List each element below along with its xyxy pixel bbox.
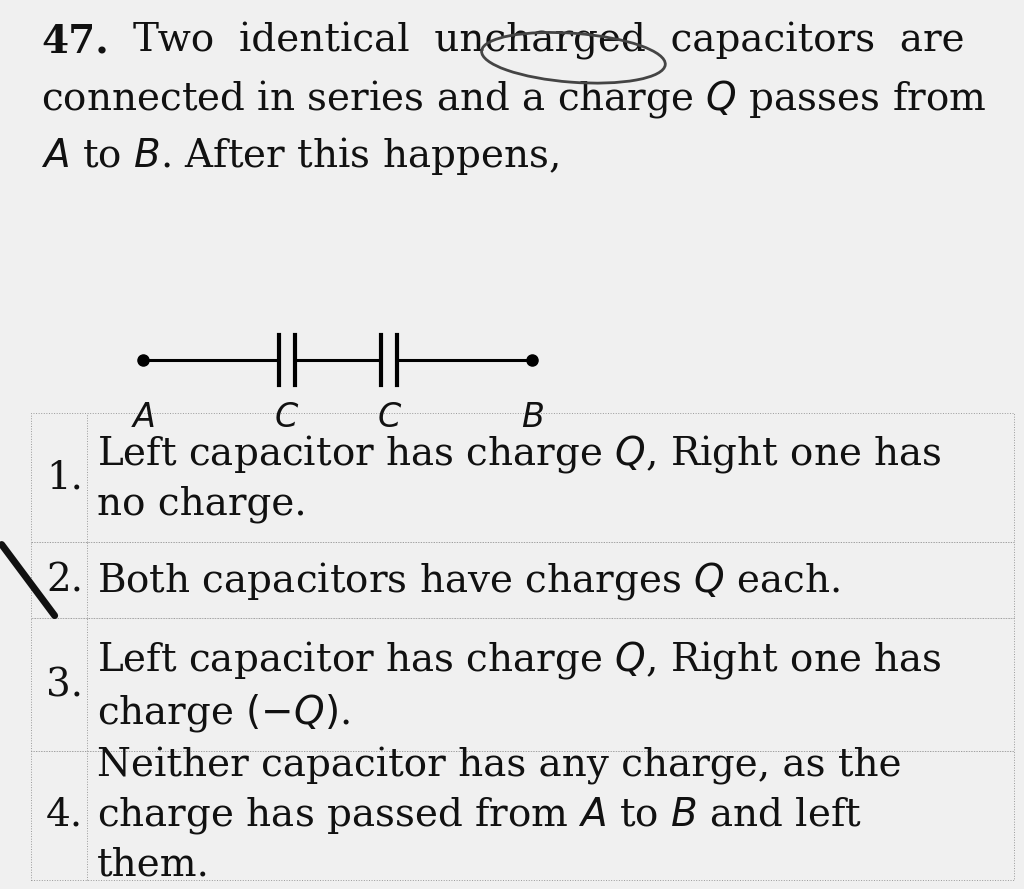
Text: Left capacitor has charge $Q$, Right one has
charge $(-Q)$.: Left capacitor has charge $Q$, Right one… [97,639,942,733]
FancyBboxPatch shape [280,357,294,363]
FancyBboxPatch shape [31,751,1014,880]
FancyBboxPatch shape [31,618,1014,751]
Text: $C$: $C$ [274,402,299,434]
Text: connected in series and a charge $Q$ passes from: connected in series and a charge $Q$ pas… [41,78,986,120]
FancyBboxPatch shape [31,413,1014,542]
FancyBboxPatch shape [31,542,1014,618]
Text: $C$: $C$ [377,402,401,434]
Text: Two  identical  uncharged  capacitors  are: Two identical uncharged capacitors are [133,22,965,60]
Text: $A$ to $B$. After this happens,: $A$ to $B$. After this happens, [41,135,559,177]
Text: $B$: $B$ [521,402,544,434]
Text: 1.: 1. [46,460,83,497]
Text: Both capacitors have charges $Q$ each.: Both capacitors have charges $Q$ each. [97,559,841,602]
Text: $A$: $A$ [131,402,156,434]
Text: 4.: 4. [46,797,83,834]
Text: 47.: 47. [41,22,109,60]
Text: 2.: 2. [46,562,83,599]
Text: Neither capacitor has any charge, as the
charge has passed from $A$ to $B$ and l: Neither capacitor has any charge, as the… [97,747,902,884]
FancyBboxPatch shape [382,357,396,363]
Text: Left capacitor has charge $Q$, Right one has
no charge.: Left capacitor has charge $Q$, Right one… [97,434,942,523]
Text: 3.: 3. [46,668,83,705]
